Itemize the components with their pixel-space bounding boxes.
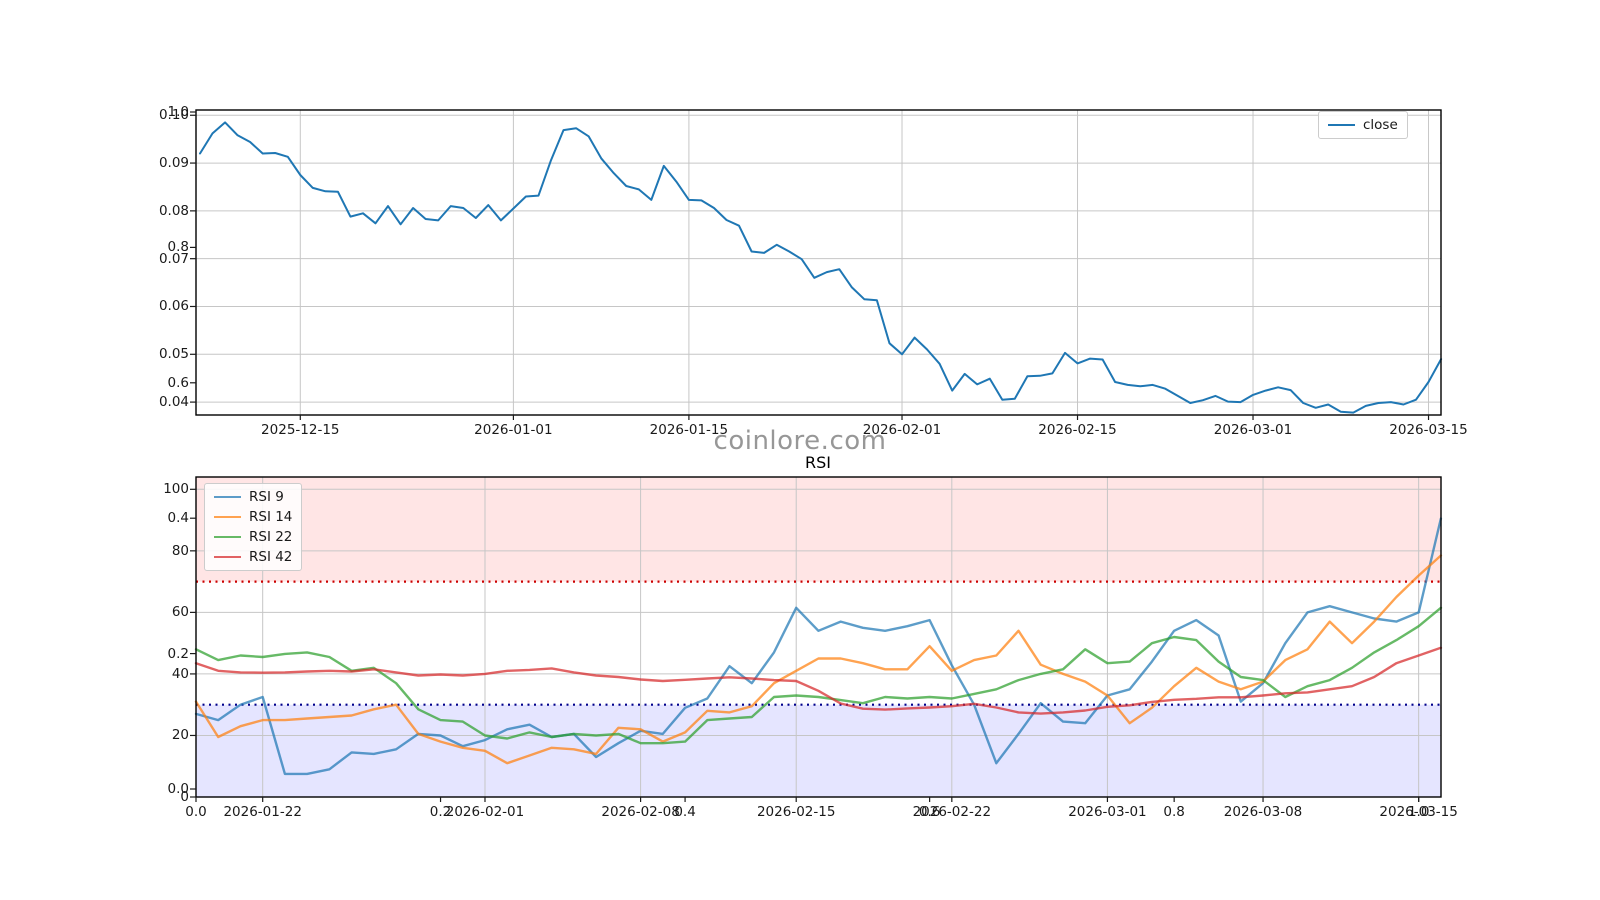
y-tick-label: 60 [171, 604, 189, 621]
x-tick-label: 2026-01-22 [223, 804, 302, 820]
y-tick-label: 0 [180, 789, 189, 805]
rsi-legend: RSI 9 RSI 14 RSI 22 RSI 42 [204, 483, 303, 571]
y-tick-label: 0.05 [158, 346, 189, 363]
x-tick-label: 0.6 [918, 804, 941, 820]
y-tick-label: 0.07 [158, 250, 189, 267]
x-tick-label: 0.2 [429, 804, 452, 820]
price-legend: close [1318, 111, 1408, 139]
legend-line-sample [214, 536, 241, 538]
legend-entry-label: RSI 22 [249, 529, 293, 545]
rsi-22-line [194, 606, 1443, 745]
x-tick-label: 2026-03-01 [1213, 422, 1293, 438]
legend-line-sample [214, 496, 241, 498]
y-tick-label: 0.2 [167, 645, 189, 662]
x-tick-label: 2026-02-01 [445, 804, 525, 820]
x-tick-label: 2026-02-15 [1038, 422, 1117, 438]
axes-spine [195, 476, 1442, 798]
y-tick-label: 20 [171, 727, 189, 744]
close-line [199, 121, 1443, 414]
x-tick-label: 2025-12-15 [261, 422, 340, 438]
x-tick-label: 0.8 [1163, 804, 1185, 820]
x-tick-label: 2026-02-22 [912, 804, 992, 820]
y-tick-label: 0.8 [167, 239, 189, 256]
x-tick-label: 2026-01-01 [474, 422, 553, 438]
watermark-text: coinlore.com [713, 426, 887, 456]
y-tick-label: 0.09 [158, 155, 189, 172]
y-tick-label: 0.10 [158, 107, 189, 124]
y-tick-label: 0.04 [158, 394, 189, 411]
legend-entry: RSI 9 [214, 487, 292, 507]
x-tick-label: 2026-03-15 [1379, 804, 1458, 820]
overbought-zone [196, 477, 1441, 582]
y-tick-label: 0.6 [167, 374, 189, 391]
x-tick-label: 2026-02-15 [756, 804, 836, 820]
legend-entry-label: close [1363, 117, 1398, 133]
legend-entry-label: RSI 42 [249, 549, 293, 565]
legend-line-sample [214, 516, 241, 518]
x-tick-label: 2026-03-08 [1223, 804, 1303, 820]
y-tick-label: 80 [171, 542, 189, 559]
rsi-chart-title: RSI [805, 453, 831, 472]
x-tick-label: 2026-01-15 [649, 422, 729, 438]
rsi-42-line [194, 646, 1443, 715]
y-tick-label: 0.0 [167, 781, 189, 797]
x-tick-label: 1.0 [1407, 804, 1430, 820]
legend-entry-label: RSI 14 [249, 509, 293, 525]
x-tick-label: 2026-03-01 [1068, 804, 1147, 820]
x-tick-label: 0.4 [674, 804, 696, 820]
legend-entry: RSI 42 [214, 547, 292, 567]
legend-entry: RSI 14 [214, 507, 292, 527]
y-tick-label: 0.4 [167, 510, 189, 527]
legend-entry: RSI 22 [214, 527, 292, 547]
legend-line-sample [214, 556, 241, 558]
legend-entry-label: RSI 9 [249, 489, 284, 505]
axes-spine [195, 109, 1442, 416]
y-tick-label: 1.0 [167, 104, 189, 120]
y-tick-label: 40 [171, 665, 189, 682]
legend-entry: close [1328, 115, 1398, 135]
rsi-14-line [194, 554, 1443, 765]
x-tick-label: 0.0 [185, 804, 207, 820]
x-tick-label: 2026-03-15 [1389, 422, 1468, 438]
oversold-zone [196, 704, 1441, 797]
legend-line-sample [1328, 124, 1355, 126]
rsi-9-line [194, 517, 1443, 776]
x-tick-label: 2026-02-01 [862, 422, 942, 438]
y-tick-label: 0.06 [158, 298, 189, 315]
y-tick-label: 100 [163, 481, 189, 498]
y-tick-label: 0.08 [158, 202, 189, 219]
x-tick-label: 2026-02-08 [601, 804, 680, 820]
